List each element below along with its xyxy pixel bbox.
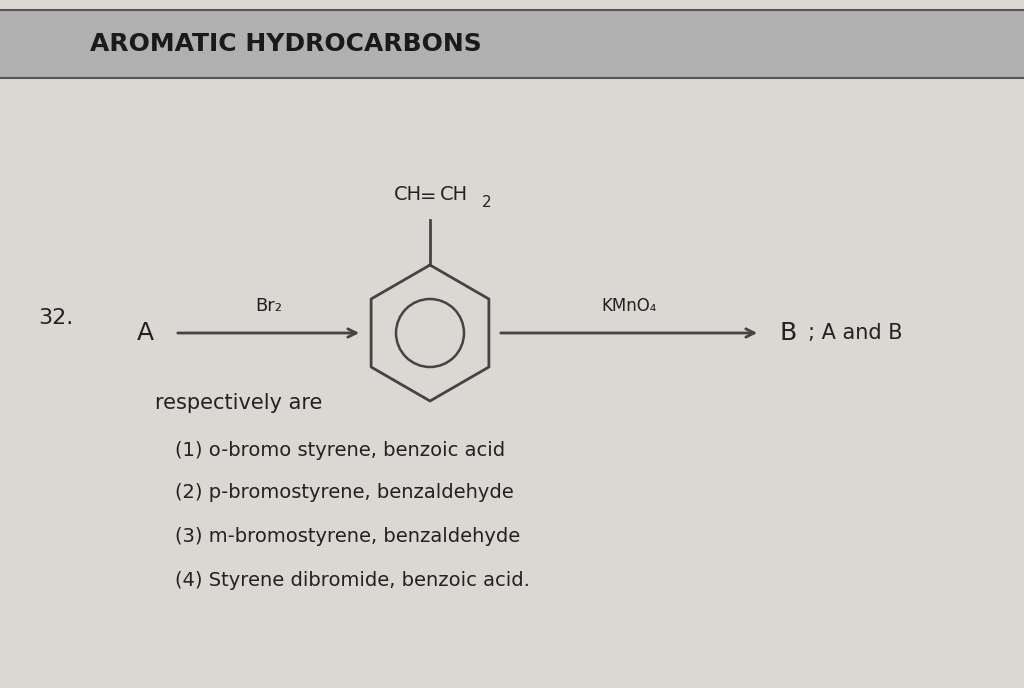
Text: (3) m-bromostyrene, benzaldehyde: (3) m-bromostyrene, benzaldehyde — [175, 526, 520, 546]
Text: A: A — [136, 321, 154, 345]
Text: (2) p-bromostyrene, benzaldehyde: (2) p-bromostyrene, benzaldehyde — [175, 484, 514, 502]
Text: KMnO₄: KMnO₄ — [601, 297, 656, 315]
Text: =: = — [420, 187, 436, 206]
Bar — [0, 10, 1024, 78]
Text: ; A and B: ; A and B — [808, 323, 902, 343]
Text: CH: CH — [394, 185, 422, 204]
Text: respectively are: respectively are — [155, 393, 323, 413]
Text: Br₂: Br₂ — [255, 297, 282, 315]
Text: AROMATIC HYDROCARBONS: AROMATIC HYDROCARBONS — [90, 32, 481, 56]
Text: (1) o-bromo styrene, benzoic acid: (1) o-bromo styrene, benzoic acid — [175, 440, 505, 460]
Text: 32.: 32. — [38, 308, 74, 328]
Text: B: B — [780, 321, 798, 345]
Text: 2: 2 — [482, 195, 492, 210]
Text: (4) Styrene dibromide, benzoic acid.: (4) Styrene dibromide, benzoic acid. — [175, 570, 529, 590]
Text: CH: CH — [440, 185, 468, 204]
